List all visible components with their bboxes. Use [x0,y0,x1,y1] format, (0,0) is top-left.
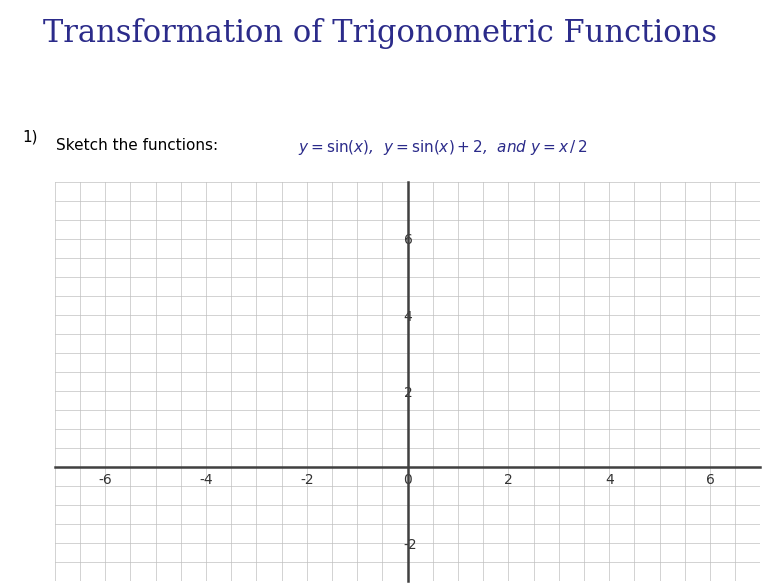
Text: 1): 1) [22,129,38,144]
Text: Sketch the functions:: Sketch the functions: [56,138,219,153]
Text: Transformation of Trigonometric Functions: Transformation of Trigonometric Function… [43,18,717,49]
Text: $y = \sin(x)$,  $y = \sin(x) + 2$,  and $y = x\,/\,2$: $y = \sin(x)$, $y = \sin(x) + 2$, and $y… [298,138,587,157]
